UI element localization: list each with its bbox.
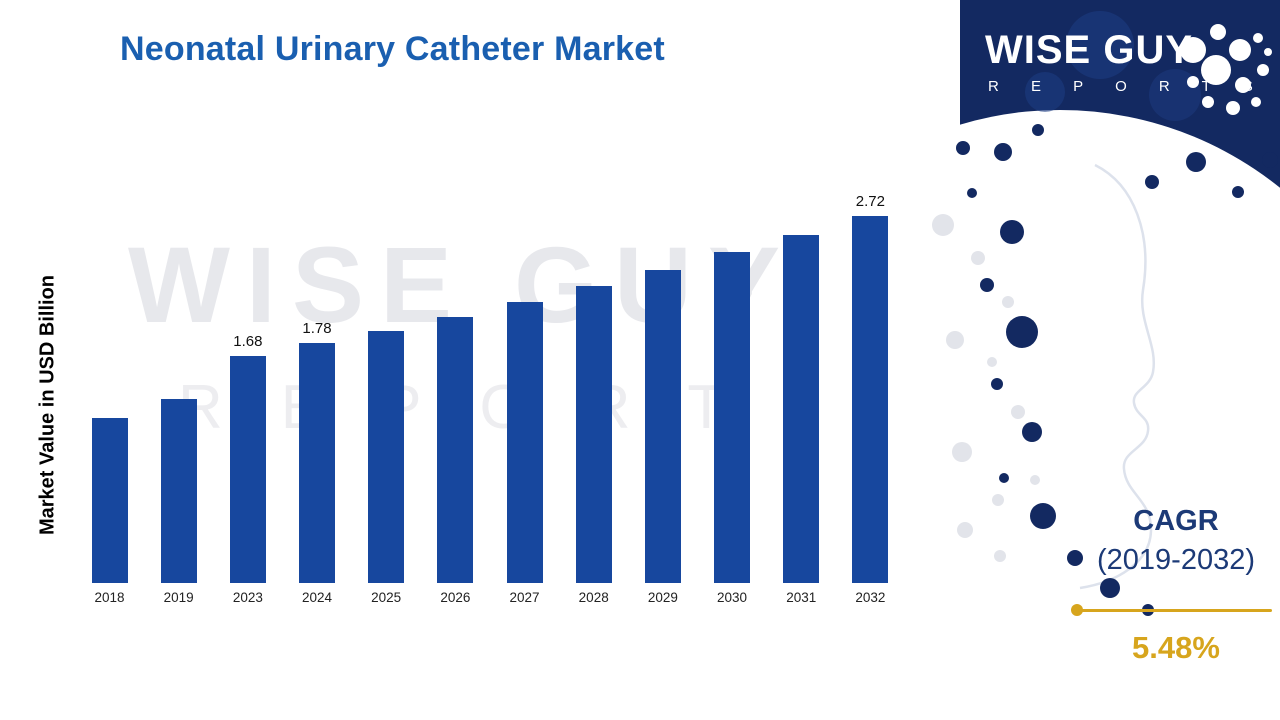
x-axis-label: 2025 <box>371 590 402 605</box>
x-axis-label: 2023 <box>232 590 263 605</box>
x-axis-label: 2030 <box>717 590 748 605</box>
x-axis-label: 2018 <box>94 590 125 605</box>
x-axis-label: 2032 <box>855 590 886 605</box>
bar-2032 <box>852 215 889 583</box>
bars-container: 2018 2019 1.68 2023 1.78 2024 2025 2026 2027 2028… <box>75 118 905 605</box>
cagr-value: 5.48% <box>1132 630 1220 665</box>
cagr-block: CAGR (2019-2032) <box>1051 505 1280 577</box>
bar-group: 2031 <box>767 118 836 605</box>
bar-group: 2.72 2032 <box>836 118 905 605</box>
bar-2028 <box>575 286 612 583</box>
x-axis-label: 2031 <box>786 590 817 605</box>
bar-group: 2018 <box>75 118 144 605</box>
bar-group: 2026 <box>421 118 490 605</box>
x-axis-label: 2027 <box>509 590 540 605</box>
bar-group: 2028 <box>559 118 628 605</box>
bar-value-label: 1.68 <box>233 333 263 351</box>
x-axis-label: 2019 <box>163 590 194 605</box>
dotted-face-profile-icon <box>1180 24 1272 115</box>
x-axis-label: 2028 <box>578 590 609 605</box>
bar-value-label: 2.72 <box>855 192 885 210</box>
cagr-range: (2019-2032) <box>1097 544 1255 576</box>
bar-2024 <box>299 342 336 583</box>
x-axis-label: 2024 <box>301 590 333 605</box>
bar-group: 2030 <box>698 118 767 605</box>
bar-2031 <box>783 234 820 583</box>
bar-group: 2029 <box>628 118 697 605</box>
bar-2018 <box>91 418 128 583</box>
gold-divider-line <box>1078 609 1272 612</box>
bar-group: 2019 <box>144 118 213 605</box>
x-axis-label: 2026 <box>440 590 471 605</box>
bar-2019 <box>160 399 197 583</box>
bar-group: 1.78 2024 <box>283 118 352 605</box>
bar-2025 <box>368 330 405 583</box>
bar-group: 2025 <box>352 118 421 605</box>
bar-value-label: 1.78 <box>302 319 332 337</box>
bar-group: 1.68 2023 <box>213 118 282 605</box>
x-axis-label: 2029 <box>647 590 678 605</box>
bar-2026 <box>437 317 474 583</box>
bar-2023 <box>229 356 266 583</box>
bar-2030 <box>714 252 751 583</box>
bar-2029 <box>644 269 681 583</box>
page-title: Neonatal Urinary Catheter Market <box>120 30 665 68</box>
y-axis-label: Market Value in USD Billion <box>36 274 59 536</box>
bar-chart: 2018 2019 1.68 2023 1.78 2024 2025 2026 2027 2028… <box>75 118 905 613</box>
bar-2027 <box>506 302 543 583</box>
gold-dot <box>1071 604 1083 616</box>
bar-group: 2027 <box>490 118 559 605</box>
cagr-label: CAGR <box>1133 505 1219 537</box>
